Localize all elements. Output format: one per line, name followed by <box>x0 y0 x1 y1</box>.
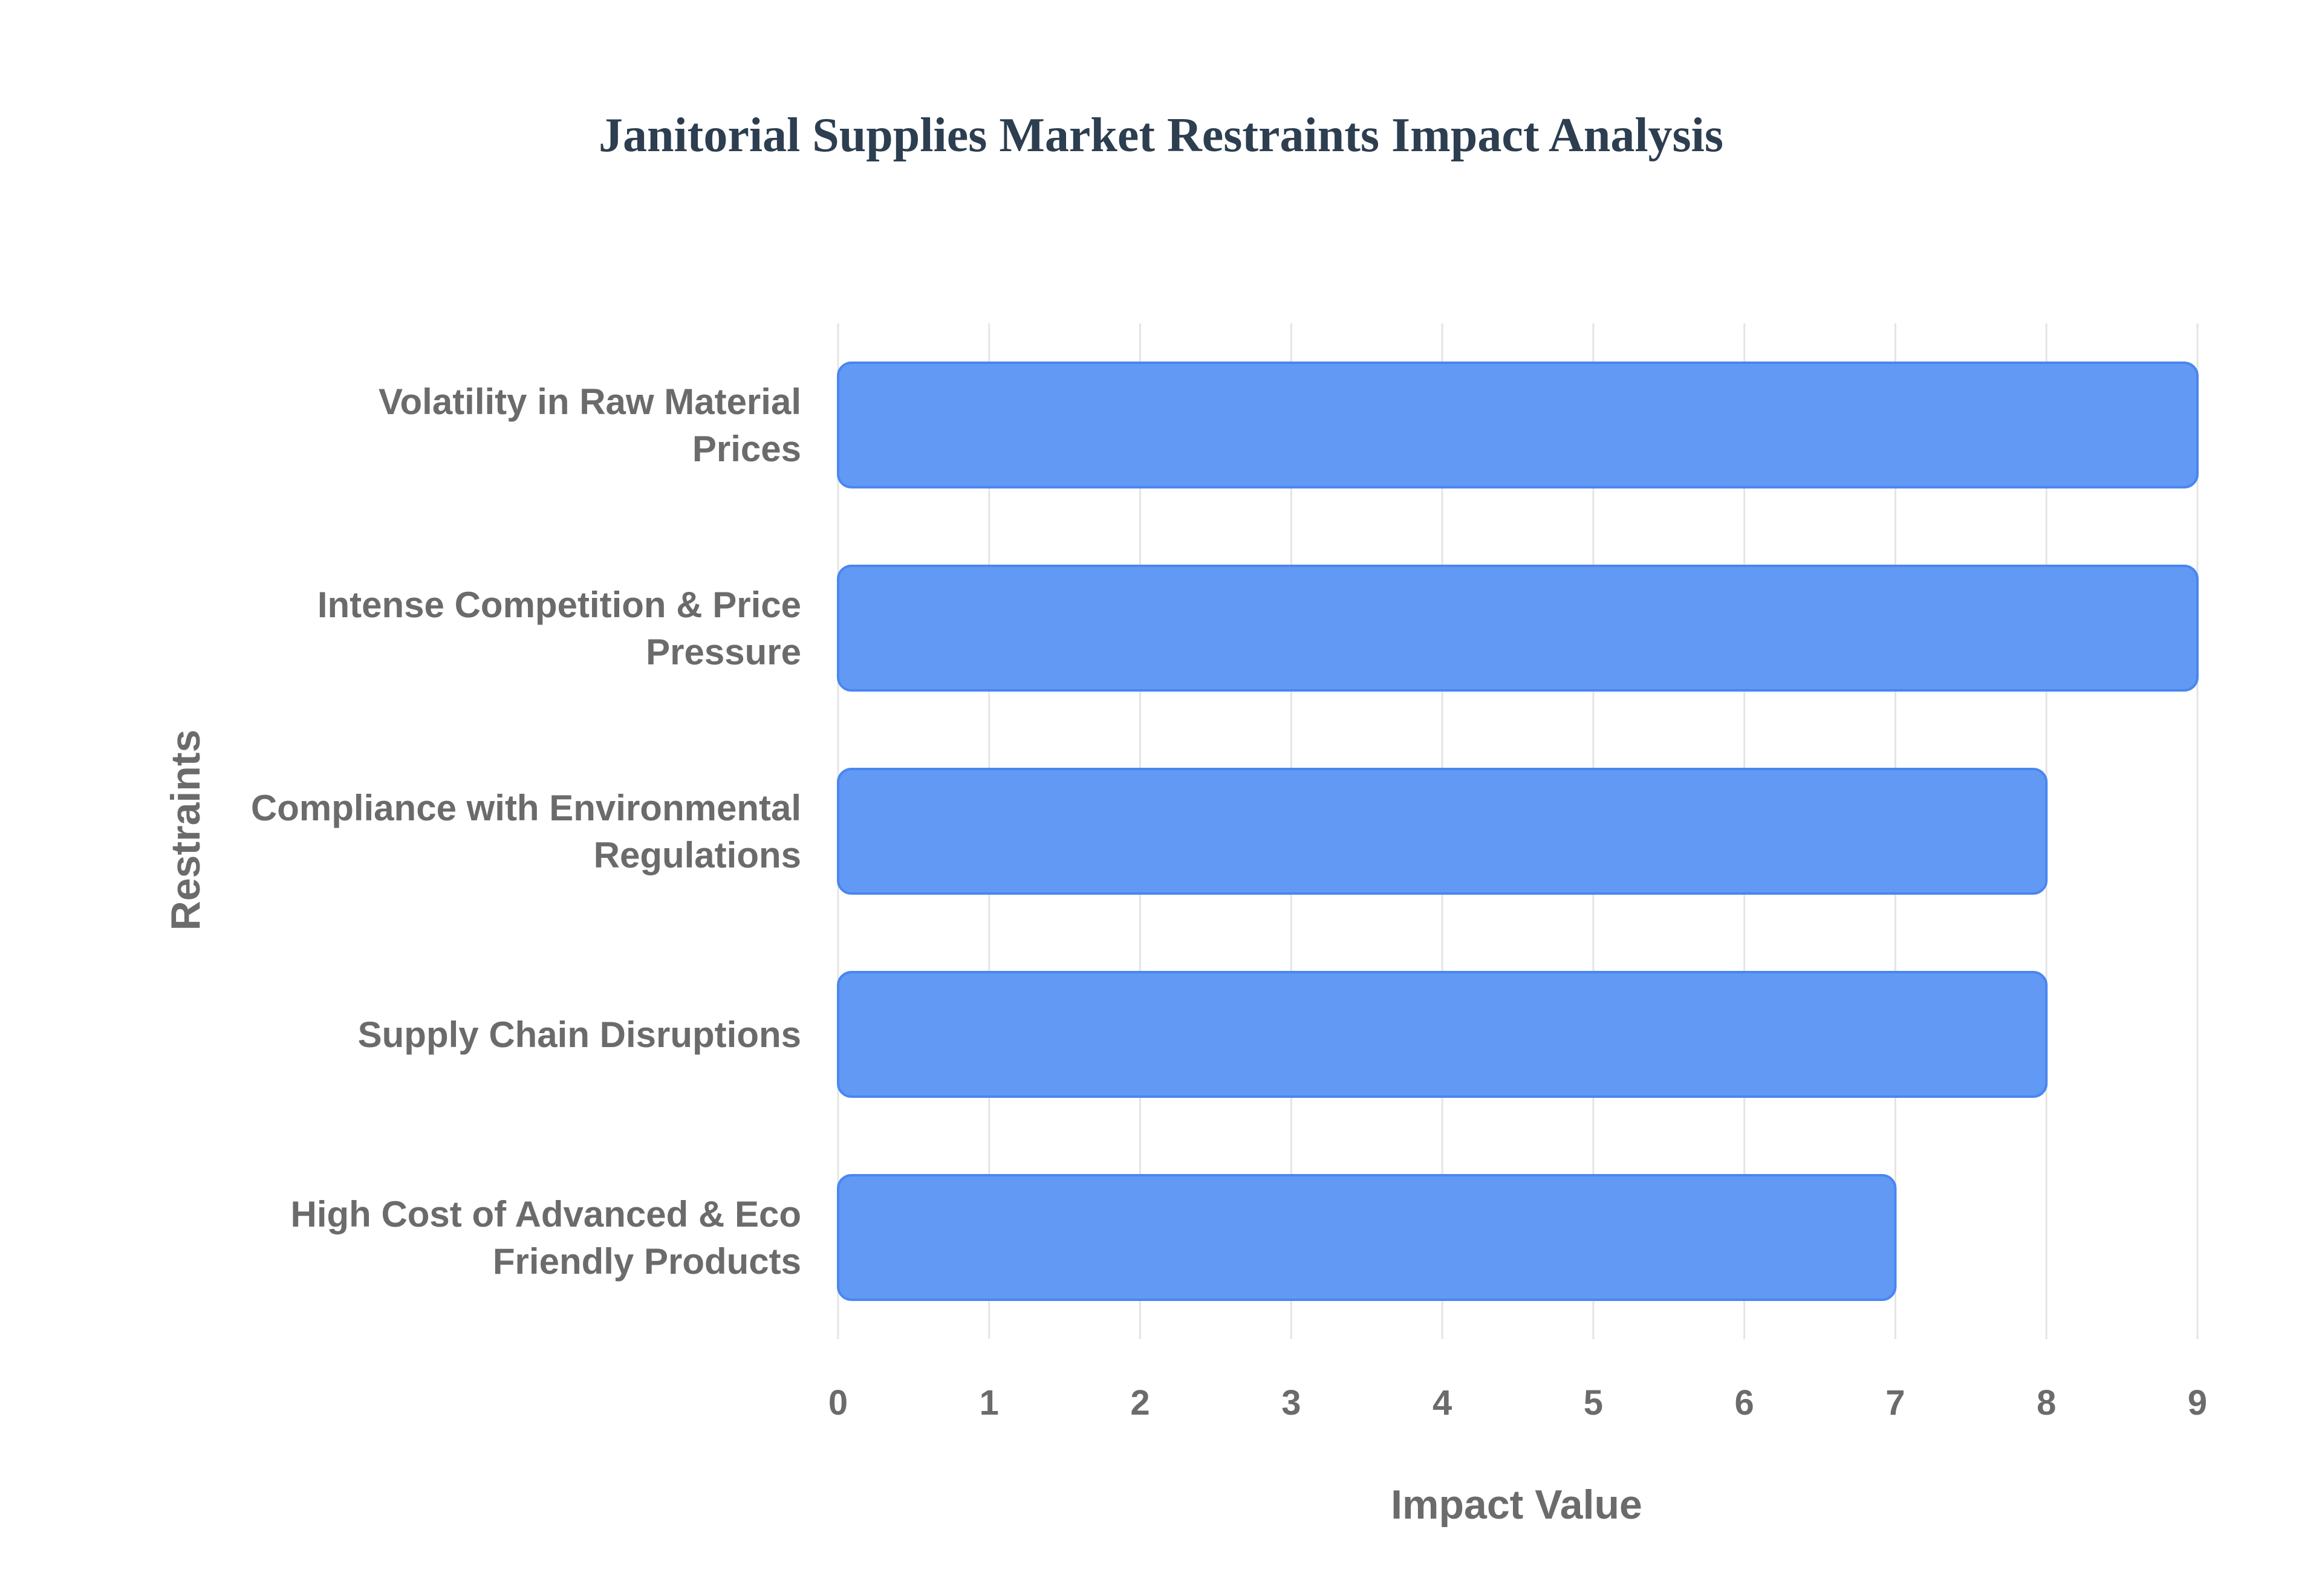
x-tick-label: 4 <box>1433 1383 1452 1422</box>
category-label-line: Intense Competition & Price <box>317 585 801 625</box>
x-tick-label: 2 <box>1130 1383 1150 1422</box>
category-label-line: Pressure <box>646 632 801 672</box>
x-tick-label: 7 <box>1885 1383 1905 1422</box>
category-label: Compliance with Environmental Regulations <box>251 788 801 875</box>
category-label: Intense Competition & Price Pressure <box>317 585 801 672</box>
category-label: High Cost of Advanced & Eco Friendly Prod… <box>290 1194 801 1282</box>
bars <box>837 362 2199 1301</box>
bar <box>837 1174 1897 1301</box>
x-tick-label: 1 <box>980 1383 999 1422</box>
x-tick-labels: 0 1 2 3 4 5 6 7 8 9 <box>828 1383 2207 1422</box>
y-axis-title: Restraints <box>163 730 209 931</box>
category-label-line: Regulations <box>594 835 801 875</box>
x-tick-label: 9 <box>2188 1383 2207 1422</box>
x-tick-label: 3 <box>1281 1383 1301 1422</box>
bar <box>837 362 2199 488</box>
x-tick-label: 6 <box>1735 1383 1754 1422</box>
x-tick-label: 8 <box>2037 1383 2056 1422</box>
category-label-line: Friendly Products <box>493 1241 801 1282</box>
category-label-line: Volatility in Raw Material <box>379 381 801 422</box>
category-label: Supply Chain Disruptions <box>358 1014 801 1055</box>
category-label-line: Compliance with Environmental <box>251 788 801 828</box>
x-tick-label: 0 <box>828 1383 848 1422</box>
category-label-line: Supply Chain Disruptions <box>358 1014 801 1055</box>
category-labels: Volatility in Raw Material Prices Intense … <box>251 381 801 1282</box>
x-tick-label: 5 <box>1584 1383 1603 1422</box>
category-label-line: Prices <box>692 429 801 469</box>
category-label: Volatility in Raw Material Prices <box>379 381 801 469</box>
category-label-line: High Cost of Advanced & Eco <box>290 1194 801 1234</box>
x-axis-title: Impact Value <box>1391 1482 1642 1528</box>
bar <box>837 565 2199 692</box>
chart-title: Janitorial Supplies Market Restraints Im… <box>599 109 1723 162</box>
bar <box>837 971 2048 1098</box>
bar <box>837 768 2048 895</box>
